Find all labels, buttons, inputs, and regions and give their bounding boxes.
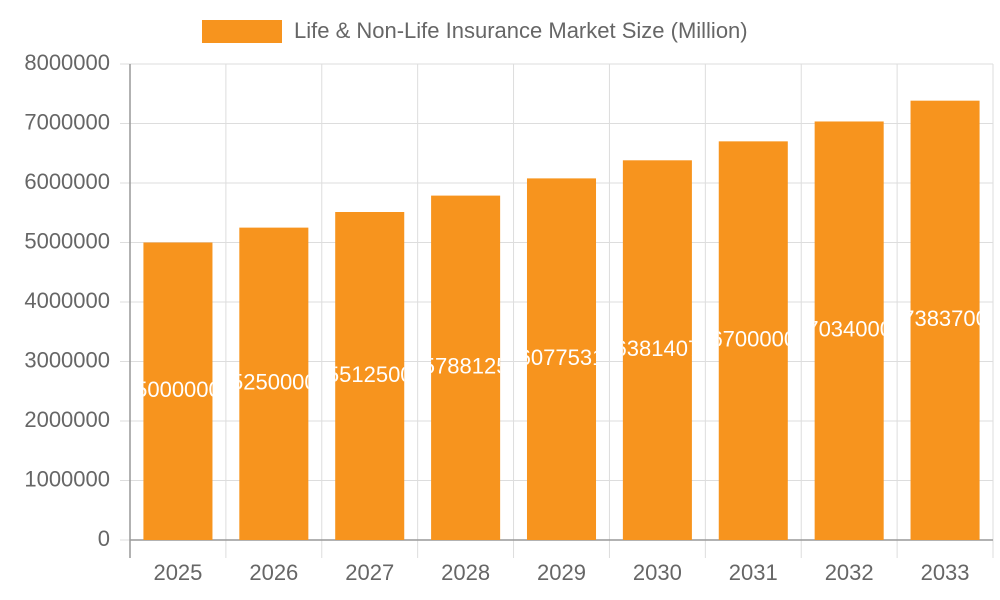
y-tick-label: 2000000 <box>24 407 110 432</box>
bar <box>239 227 309 540</box>
x-tick-label: 2026 <box>249 560 298 585</box>
y-tick-label: 1000000 <box>24 466 110 491</box>
x-tick-label: 2030 <box>633 560 682 585</box>
data-label: 6700000 <box>710 326 796 351</box>
x-tick-label: 2033 <box>921 560 970 585</box>
y-tick-label: 0 <box>98 526 110 551</box>
data-label: 7383700 <box>902 306 988 331</box>
y-tick-label: 4000000 <box>24 288 110 313</box>
bar <box>718 141 788 540</box>
bar <box>431 195 501 540</box>
data-label: 6077531 <box>519 345 605 370</box>
x-tick-label: 2028 <box>441 560 490 585</box>
bar <box>526 178 597 540</box>
y-tick-label: 8000000 <box>24 50 110 75</box>
y-tick-label: 3000000 <box>24 347 110 372</box>
x-tick-label: 2032 <box>825 560 874 585</box>
y-tick-label: 7000000 <box>24 109 110 134</box>
data-label: 5250000 <box>231 370 317 395</box>
x-tick-label: 2027 <box>345 560 394 585</box>
bar <box>814 121 884 541</box>
y-tick-label: 5000000 <box>24 228 110 253</box>
data-label: 6381407 <box>615 336 701 361</box>
data-label: 5000000 <box>135 377 221 402</box>
bar <box>910 100 980 540</box>
data-label: 7034000 <box>806 317 892 342</box>
data-label: 5788125 <box>423 354 509 379</box>
x-tick-label: 2031 <box>729 560 778 585</box>
legend-label: Life & Non-Life Insurance Market Size (M… <box>294 18 748 43</box>
bar <box>143 242 213 540</box>
bar <box>335 212 405 540</box>
x-tick-label: 2025 <box>153 560 202 585</box>
data-label: 5512500 <box>327 362 413 387</box>
legend-swatch <box>202 20 282 43</box>
bar <box>622 160 692 541</box>
x-tick-label: 2029 <box>537 560 586 585</box>
y-tick-label: 6000000 <box>24 169 110 194</box>
